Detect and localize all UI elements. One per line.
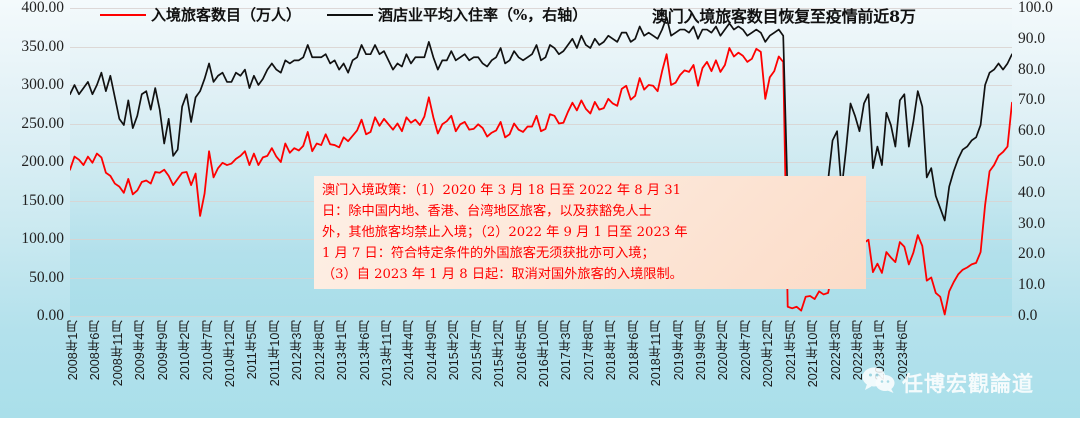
x-axis-tick-label: 2008年11月 [110,320,125,387]
right-axis-tick-label: 0.0 [1018,307,1038,324]
x-axis-tick-label: 2009年9月 [155,320,170,381]
x-axis-tick-label: 2020年12月 [761,320,776,388]
x-axis-tick-label: 2020年7月 [738,320,753,381]
chart-title: 澳门入境旅客数目恢复至疫情前近8万 [652,7,916,26]
x-axis-tick-label: 2021年10月 [806,320,821,388]
x-axis-tick-label: 2017年8月 [581,320,596,381]
policy-annotation-box: 澳门入境政策：（1）2020 年 3 月 18 日至 2022 年 8 月 31… [314,176,866,289]
right-axis-tick-label: 80.0 [1018,60,1046,78]
right-axis-tick-label: 30.0 [1018,214,1046,232]
x-axis-tick-label: 2015年7月 [469,320,484,381]
gridline [70,8,1012,9]
occupancy-line [70,16,1012,253]
right-axis-tick-label: 40.0 [1018,183,1046,201]
x-axis-tick-label: 2015年2月 [447,320,462,381]
x-axis-tick-label: 2017年3月 [559,320,574,381]
x-axis-tick-label: 2016年10月 [537,320,551,388]
x-axis-tick-label: 2014年9月 [424,320,439,381]
x-axis-tick-label: 2019年9月 [694,320,708,381]
gridline [70,46,1012,48]
gridline [70,123,1012,125]
annotation-line-5: （3）自 2023 年 1 月 8 日起：取消对国外旅客的入境限制。 [322,267,683,282]
legend-swatch-occupancy [327,13,374,16]
x-axis-tick-label: 2022年3月 [828,320,843,381]
legend-item-visitors: 入境旅客数目（万人） [100,4,301,25]
left-axis-tick-label: 400.00 [21,0,64,16]
legend-label-visitors: 入境旅客数目（万人） [151,6,302,24]
x-axis-tick-label: 2011年5月 [245,320,260,380]
x-axis-tick-label: 2010年2月 [178,320,193,381]
x-axis-tick-label: 2020年2月 [716,320,731,381]
right-axis-tick-label: 20.0 [1018,245,1046,263]
x-axis-tick-label: 2021年5月 [783,320,798,381]
x-axis-tick-label: 2014年4月 [402,320,417,381]
gridline [70,85,1012,86]
gridline [70,162,1012,163]
x-axis-tick-label: 2011年10月 [267,320,282,387]
gridline [70,316,1012,317]
right-axis-tick-label: 100.0 [1018,0,1053,16]
annotation-line-1: 澳门入境政策：（1）2020 年 3 月 18 日至 2022 年 8 月 31 [322,183,681,198]
right-axis-tick-label: 50.0 [1018,153,1046,170]
annotation-line-2: 日：除中国内地、香港、台湾地区旅客，以及获豁免人士 [322,204,652,219]
legend-swatch-visitors [100,13,146,16]
left-axis-tick-label: 300.00 [21,76,64,93]
x-axis-tick-label: 2008年1月 [66,320,80,381]
x-axis-tick-label: 2016年5月 [514,320,529,381]
x-axis-tick-label: 2009年4月 [133,320,148,381]
left-axis-tick-label: 150.00 [21,191,64,209]
legend-item-occupancy: 酒店业平均入住率（%，右轴） [327,4,587,25]
left-axis-tick-label: 0.00 [36,307,64,324]
x-axis-tick-label: 2010年12月 [223,320,237,388]
x-axis-tick-label: 2013年1月 [335,320,350,381]
x-axis-tick-label: 2012年8月 [312,320,327,381]
legend-label-occupancy: 酒店业平均入住率（%，右轴） [378,6,588,24]
left-axis-tick-label: 50.00 [29,268,64,286]
x-axis-tick-label: 2023年6月 [895,320,910,381]
left-axis-tick-label: 350.00 [21,37,64,55]
x-axis-tick-label: 2022年8月 [851,320,865,381]
annotation-line-4: 1 月 7 日：符合特定条件的外国旅客无须获批亦可入境； [322,246,655,261]
right-axis-tick-label: 90.0 [1018,29,1046,47]
x-axis-tick-label: 2012年3月 [290,320,305,381]
chart-legend: 入境旅客数目（万人） 酒店业平均入住率（%，右轴） [100,4,613,25]
right-axis-tick-label: 70.0 [1018,91,1046,109]
right-axis-tick-label: 60.0 [1018,122,1046,140]
bottom-strip [0,418,1080,424]
right-axis-tick-label: 10.0 [1018,276,1046,294]
x-axis-tick-label: 2013年6月 [357,320,372,381]
x-axis-tick-label: 2015年12月 [492,320,507,388]
x-axis-tick-label: 2010年7月 [200,320,215,381]
x-axis-tick-label: 2008年6月 [88,320,103,381]
x-axis-tick-label: 2013年11月 [380,320,394,387]
annotation-line-3: 外，其他旅客均禁止入境；（2）2022 年 9 月 1 日至 2023 年 [322,225,688,240]
x-axis-tick-label: 2018年11月 [649,320,664,387]
left-axis-tick-label: 100.00 [21,230,64,247]
x-axis-tick-label: 2018年6月 [626,320,641,381]
x-axis-tick-label: 2019年4月 [671,320,686,381]
x-axis-tick-label: 2018年1月 [604,320,619,381]
x-axis-labels: 2008年1月 2008年6月 2008年11月 2009年4月 2009年9月 2010… [66,320,1012,420]
left-axis-tick-label: 200.00 [21,153,64,170]
left-axis-tick-label: 250.00 [21,114,64,132]
x-axis-tick-label: 2023年1月 [873,320,888,381]
